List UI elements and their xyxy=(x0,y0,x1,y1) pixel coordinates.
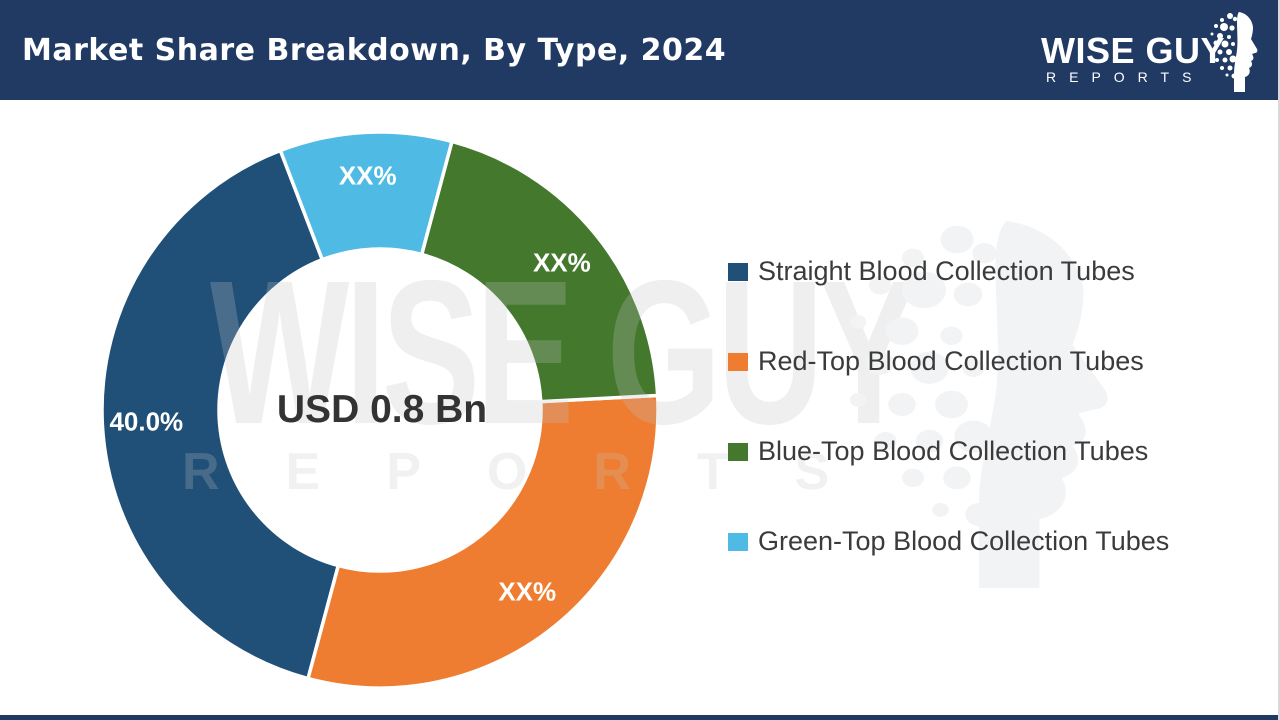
logo-wordmark: WISE GUY xyxy=(1041,30,1225,71)
legend-label: Straight Blood Collection Tubes xyxy=(758,255,1135,286)
donut-slice-2 xyxy=(419,139,660,404)
logo-subtext: REPORTS xyxy=(1046,69,1204,85)
legend-swatch-blue-top xyxy=(728,443,748,461)
donut-slice-3 xyxy=(278,130,454,262)
legend-item-green-top: Green-Top Blood Collection Tubes xyxy=(728,526,1169,556)
wiseguy-logo: WISE GUY REPORTS xyxy=(1041,12,1258,92)
legend-label: Red-Top Blood Collection Tubes xyxy=(758,345,1144,376)
page-title: Market Share Breakdown, By Type, 2024 xyxy=(22,32,727,68)
donut-chart xyxy=(100,130,660,690)
chart-area: WISE GUY REPORTS USD 0.8 Bn 40.0% XX% XX% X… xyxy=(0,100,1278,715)
legend-label: Blue-Top Blood Collection Tubes xyxy=(758,435,1149,466)
legend-item-red-top: Red-Top Blood Collection Tubes xyxy=(728,346,1169,376)
legend-swatch-straight xyxy=(728,263,748,281)
legend-item-straight: Straight Blood Collection Tubes xyxy=(728,256,1169,286)
footer-bar xyxy=(0,715,1278,720)
donut-slice-0 xyxy=(100,148,341,681)
legend-label: Green-Top Blood Collection Tubes xyxy=(758,525,1170,556)
legend-swatch-green-top xyxy=(728,533,748,551)
header-bar: Market Share Breakdown, By Type, 2024 WI… xyxy=(0,0,1278,100)
donut-slice-1 xyxy=(306,393,660,690)
legend: Straight Blood Collection Tubes Red-Top … xyxy=(728,256,1169,616)
legend-item-blue-top: Blue-Top Blood Collection Tubes xyxy=(728,436,1169,466)
logo-head-icon xyxy=(1210,12,1258,92)
legend-swatch-red-top xyxy=(728,353,748,371)
